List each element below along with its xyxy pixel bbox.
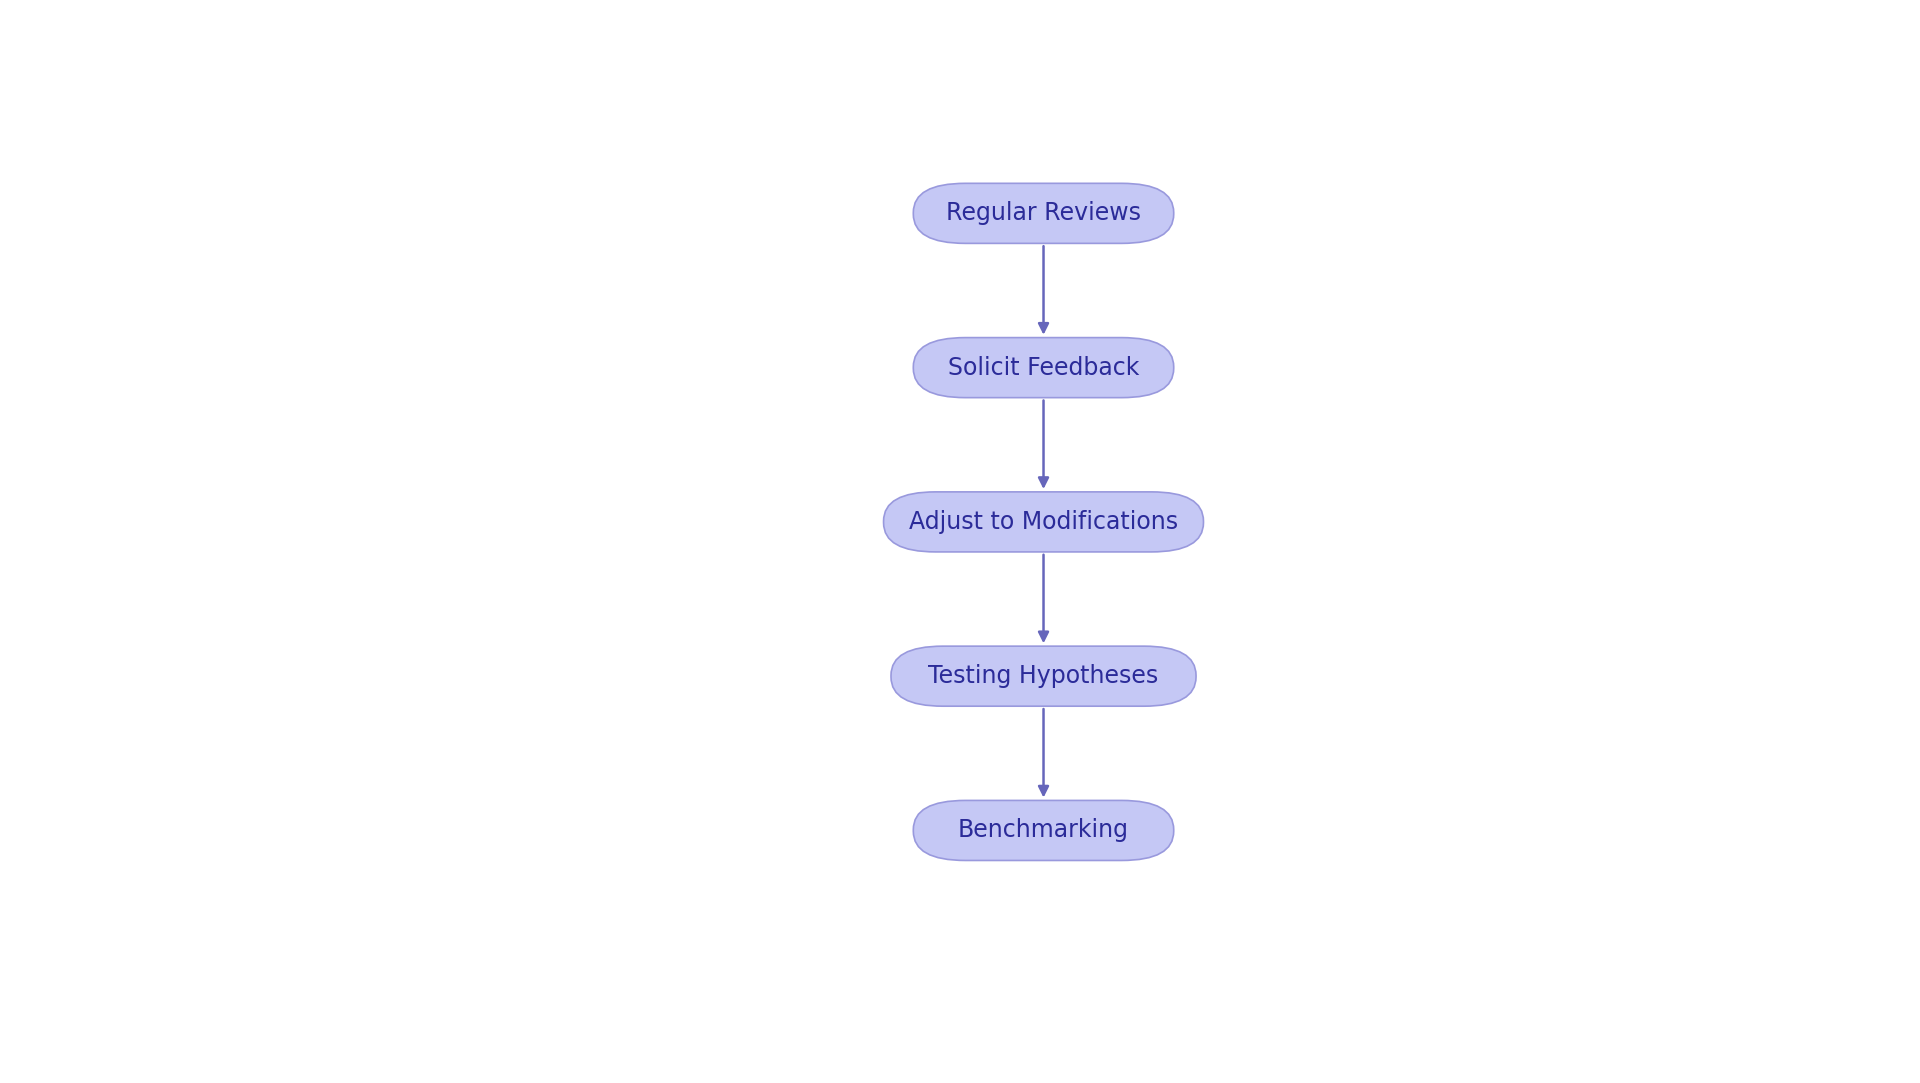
FancyBboxPatch shape	[914, 183, 1173, 244]
FancyBboxPatch shape	[914, 338, 1173, 397]
FancyBboxPatch shape	[914, 800, 1173, 861]
Text: Benchmarking: Benchmarking	[958, 819, 1129, 843]
FancyBboxPatch shape	[883, 492, 1204, 552]
FancyBboxPatch shape	[891, 647, 1196, 706]
Text: Adjust to Modifications: Adjust to Modifications	[908, 510, 1179, 534]
Text: Solicit Feedback: Solicit Feedback	[948, 355, 1139, 380]
Text: Regular Reviews: Regular Reviews	[947, 201, 1140, 225]
Text: Testing Hypotheses: Testing Hypotheses	[929, 664, 1158, 688]
